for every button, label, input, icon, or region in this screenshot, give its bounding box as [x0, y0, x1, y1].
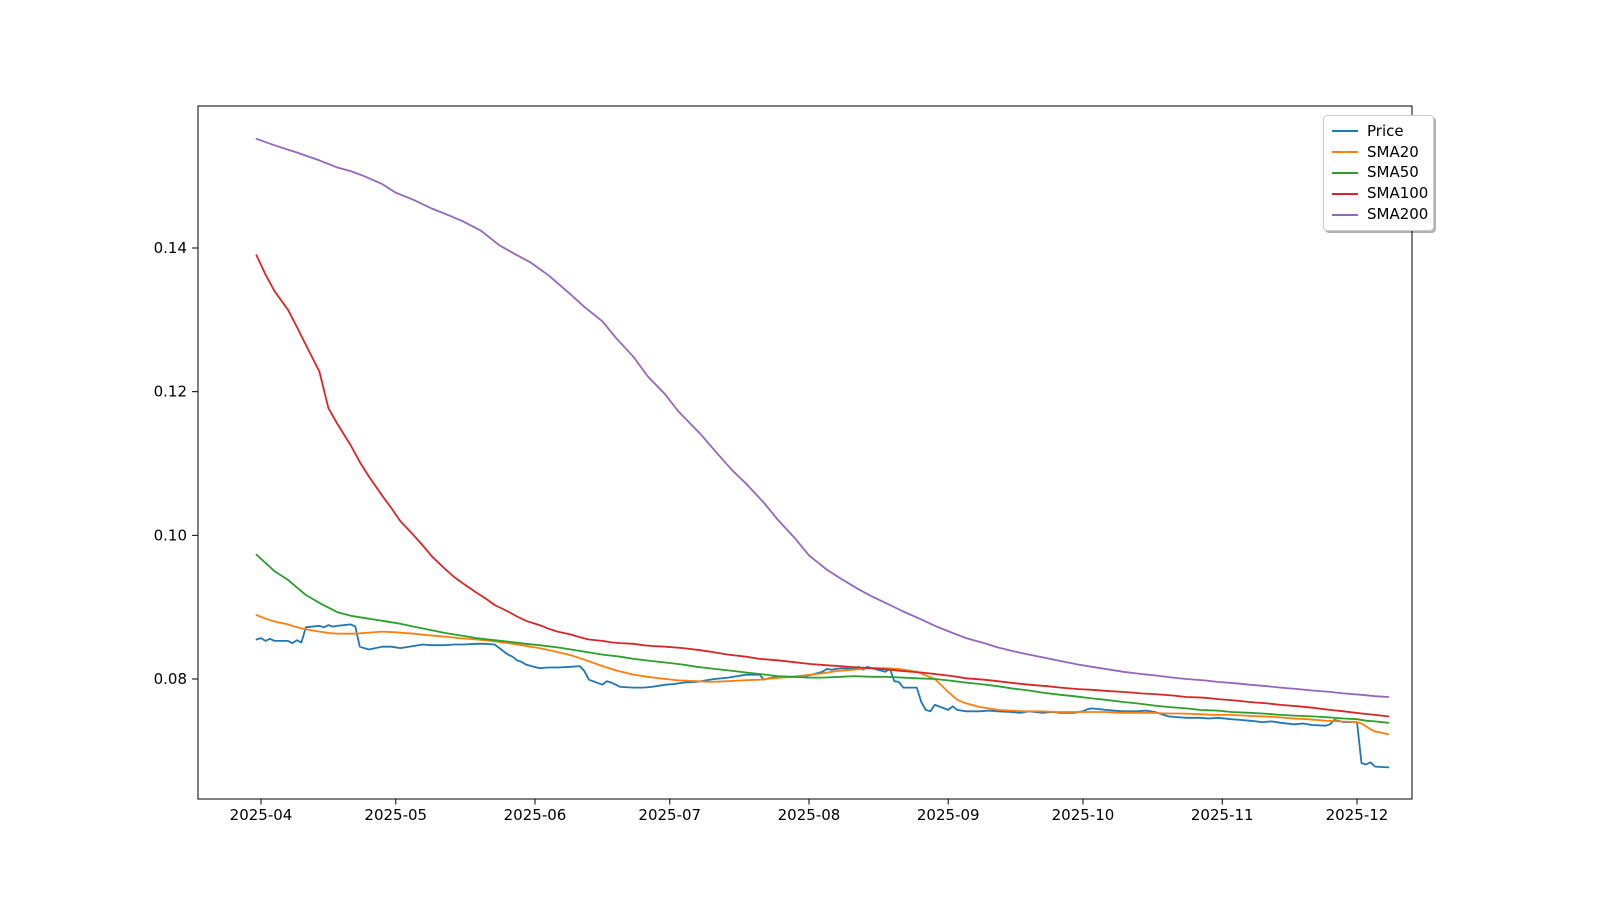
x-tick-label: 2025-11	[1191, 806, 1254, 824]
x-tick-label: 2025-12	[1326, 806, 1389, 824]
legend-label: SMA20	[1367, 142, 1419, 161]
series-line-sma20	[255, 614, 1390, 736]
x-tick-label: 2025-08	[778, 806, 841, 824]
series-line-sma50	[255, 553, 1390, 724]
y-tick-label: 0.10	[154, 526, 187, 544]
x-tick-label: 2025-09	[917, 806, 980, 824]
x-tick-label: 2025-04	[230, 806, 293, 824]
axes-spines	[197, 105, 1413, 800]
x-tick-label: 2025-06	[504, 806, 567, 824]
series-line-sma100	[255, 254, 1390, 718]
legend-item-sma20: SMA20	[1332, 142, 1425, 163]
legend-line-swatch	[1332, 151, 1358, 154]
legend: Price SMA20 SMA50 SMA100 SMA200	[1323, 115, 1434, 231]
legend-item-sma200: SMA200	[1332, 204, 1429, 225]
y-tick-label: 0.12	[154, 383, 187, 401]
x-tick-label: 2025-10	[1052, 806, 1115, 824]
legend-label: SMA50	[1367, 163, 1419, 182]
legend-line-swatch	[1332, 171, 1358, 174]
legend-item-sma50: SMA50	[1332, 163, 1425, 184]
legend-line-swatch	[1332, 192, 1358, 195]
legend-item-price: Price	[1332, 121, 1425, 142]
y-tick-label: 0.14	[154, 239, 187, 257]
y-tick-label: 0.08	[154, 670, 187, 688]
x-tick-label: 2025-07	[638, 806, 701, 824]
legend-label: SMA100	[1367, 184, 1429, 203]
legend-label: SMA200	[1367, 205, 1429, 224]
series-line-sma200	[255, 137, 1390, 698]
series-line-price	[255, 623, 1390, 769]
legend-line-swatch	[1332, 213, 1358, 216]
legend-label: Price	[1367, 121, 1404, 140]
x-tick-label: 2025-05	[364, 806, 427, 824]
legend-item-sma100: SMA100	[1332, 183, 1429, 204]
legend-line-swatch	[1332, 130, 1358, 133]
